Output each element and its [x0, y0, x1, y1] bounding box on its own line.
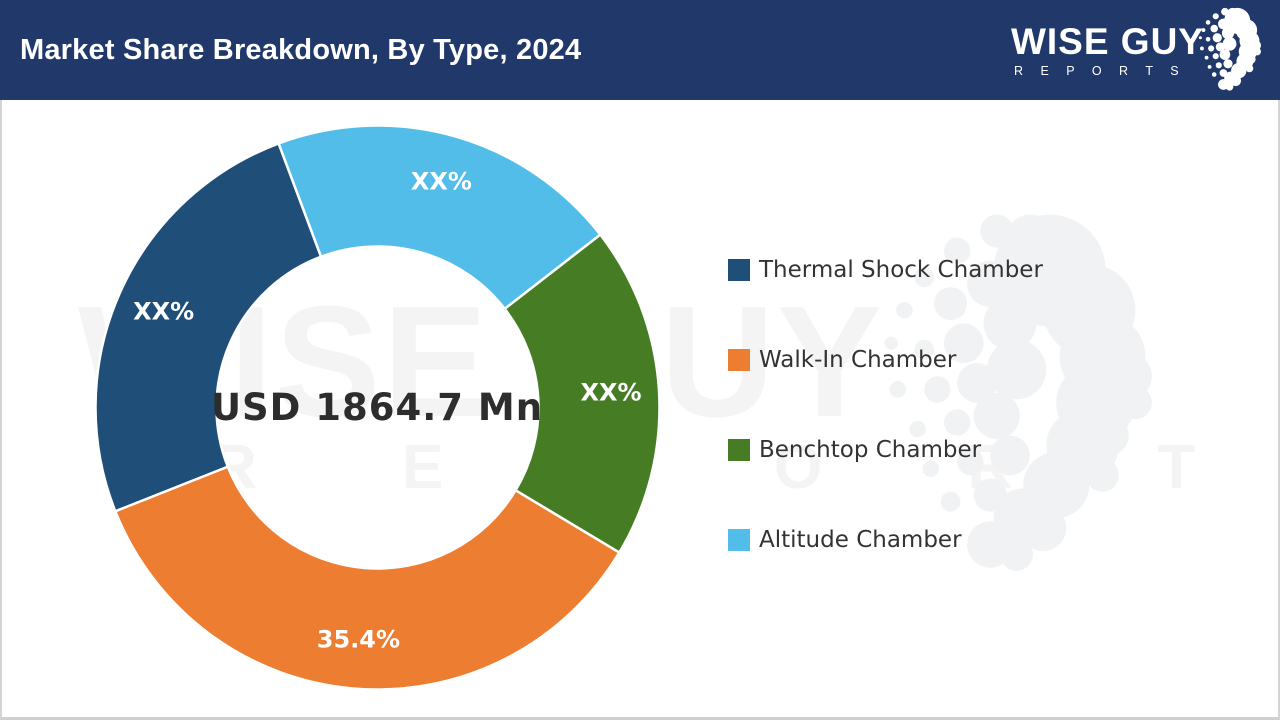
segment-share-label: 35.4% — [317, 626, 400, 654]
legend-item-benchtop-chamber: Benchtop Chamber — [728, 437, 1043, 463]
content-frame — [0, 100, 1280, 720]
legend-label: Thermal Shock Chamber — [759, 257, 1043, 283]
legend-swatch-thermal-shock-chamber — [728, 259, 750, 281]
legend-swatch-benchtop-chamber — [728, 439, 750, 461]
donut-segment-altitude-chamber — [277, 124, 602, 311]
logo-reports-label: R E P O R T S — [1013, 63, 1186, 78]
legend-label: Altitude Chamber — [759, 527, 962, 553]
page-title: Market Share Breakdown, By Type, 2024 — [20, 33, 582, 66]
legend-swatch-altitude-chamber — [728, 529, 750, 551]
legend-label: Benchtop Chamber — [759, 437, 982, 463]
segment-share-label: XX% — [581, 379, 642, 407]
wiseguy-logo: WISE GUY R E P O R T S — [1011, 4, 1268, 96]
chart-center-value: USD 1864.7 Mn — [210, 386, 544, 429]
segment-share-label: XX% — [133, 298, 194, 326]
donut-segment-benchtop-chamber — [503, 233, 661, 554]
donut-segment-walk-in-chamber — [114, 465, 621, 691]
logo-head-icon — [1188, 4, 1268, 96]
legend-item-thermal-shock-chamber: Thermal Shock Chamber — [728, 257, 1043, 283]
legend-swatch-walk-in-chamber — [728, 349, 750, 371]
legend-item-walk-in-chamber: Walk-In Chamber — [728, 347, 1043, 373]
legend-label: Walk-In Chamber — [759, 347, 957, 373]
logo-text: WISE GUY R E P O R T S — [1011, 23, 1204, 78]
header: Market Share Breakdown, By Type, 2024 WI… — [0, 0, 1280, 100]
segment-share-label: XX% — [411, 167, 472, 195]
legend: Thermal Shock Chamber Walk-In Chamber Be… — [728, 257, 1043, 617]
donut-segment-thermal-shock-chamber — [94, 142, 323, 513]
logo-wordmark: WISE GUY — [1010, 20, 1204, 62]
legend-item-altitude-chamber: Altitude Chamber — [728, 527, 1043, 553]
donut-chart: XX% XX% XX% 35.4% — [94, 124, 661, 691]
